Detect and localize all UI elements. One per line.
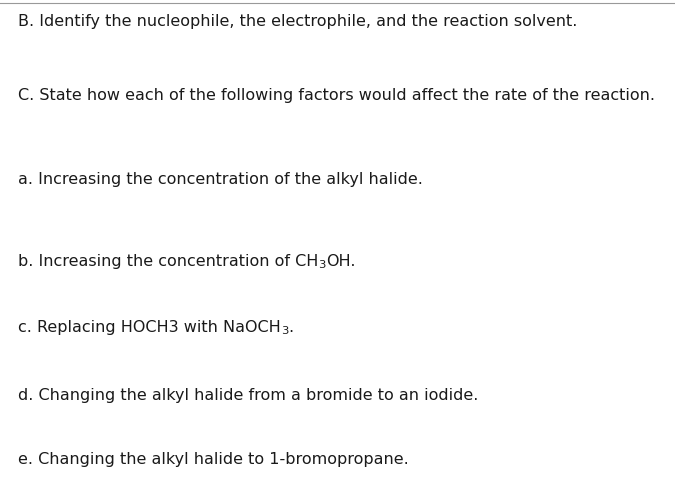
Text: .: . [288, 320, 293, 335]
Text: e. Changing the alkyl halide to 1-bromopropane.: e. Changing the alkyl halide to 1-bromop… [18, 452, 409, 467]
Text: B. Identify the nucleophile, the electrophile, and the reaction solvent.: B. Identify the nucleophile, the electro… [18, 14, 577, 29]
Text: 3: 3 [281, 327, 288, 336]
Text: OH.: OH. [326, 254, 355, 269]
Text: c. Replacing HOCH3 with NaOCH: c. Replacing HOCH3 with NaOCH [18, 320, 281, 335]
Text: 3: 3 [319, 260, 326, 270]
Text: d. Changing the alkyl halide from a bromide to an iodide.: d. Changing the alkyl halide from a brom… [18, 388, 479, 403]
Text: b. Increasing the concentration of CH: b. Increasing the concentration of CH [18, 254, 319, 269]
Text: C. State how each of the following factors would affect the rate of the reaction: C. State how each of the following facto… [18, 88, 655, 103]
Text: a. Increasing the concentration of the alkyl halide.: a. Increasing the concentration of the a… [18, 172, 423, 187]
